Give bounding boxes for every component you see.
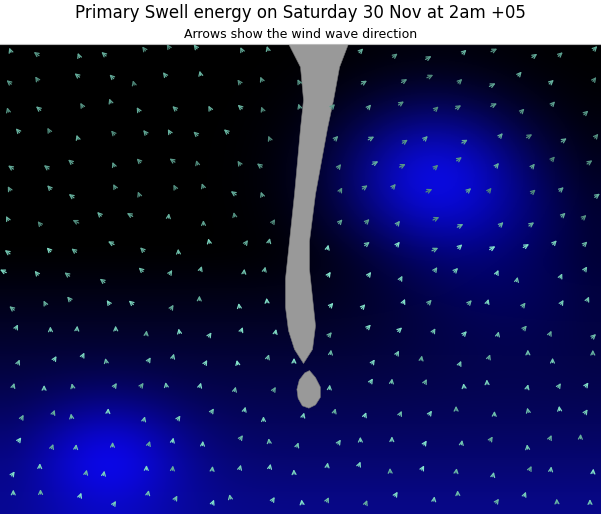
Polygon shape xyxy=(285,44,349,363)
Polygon shape xyxy=(297,371,320,408)
Text: Arrows show the wind wave direction: Arrows show the wind wave direction xyxy=(184,28,417,41)
Text: Primary Swell energy on Saturday 30 Nov at 2am +05: Primary Swell energy on Saturday 30 Nov … xyxy=(75,4,526,22)
